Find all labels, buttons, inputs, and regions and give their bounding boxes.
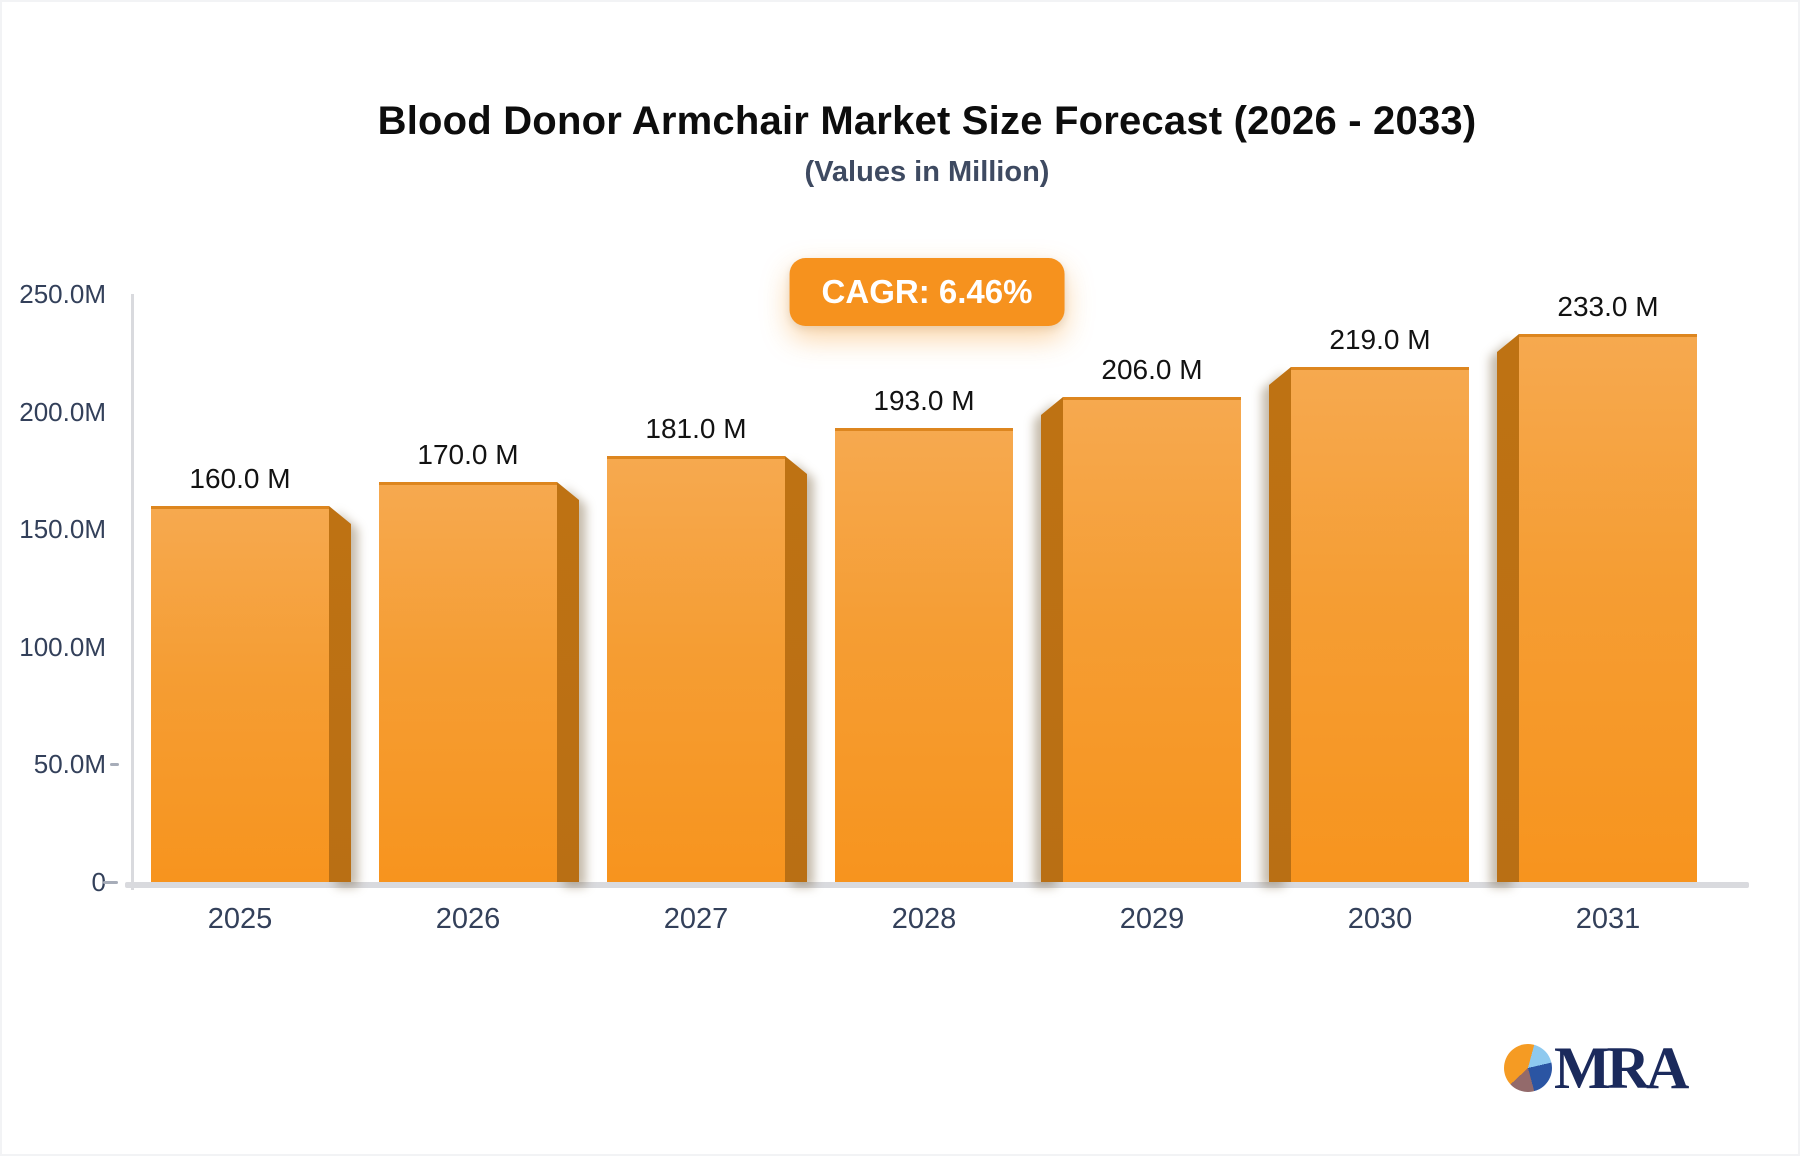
chart-header: Blood Donor Armchair Market Size Forecas… xyxy=(177,98,1677,187)
x-axis-label: 2028 xyxy=(891,903,957,935)
bar-side-face xyxy=(1269,367,1291,882)
x-axis-label: 2030 xyxy=(1347,903,1413,935)
bar-side-panel xyxy=(785,456,807,882)
bar-value-label: 170.0 M xyxy=(417,439,519,470)
bar[interactable] xyxy=(1291,367,1469,882)
bar[interactable] xyxy=(1063,397,1241,882)
logo-text: MRA xyxy=(1554,1035,1689,1101)
x-axis-line xyxy=(125,882,1749,888)
pie-chart-icon xyxy=(1504,1044,1552,1092)
bar-value-label: 160.0 M xyxy=(189,463,291,494)
page-subtitle: (Values in Million) xyxy=(804,156,1050,188)
bar[interactable] xyxy=(151,506,329,882)
x-axis-label: 2029 xyxy=(1119,903,1185,935)
y-axis-label: 250.0M xyxy=(19,279,106,309)
bar-side-panel xyxy=(1041,397,1063,882)
x-axis-label: 2026 xyxy=(435,903,501,935)
page-title: Blood Donor Armchair Market Size Forecas… xyxy=(377,99,1477,143)
y-axis-label: 0 xyxy=(91,867,106,897)
cagr-badge: CAGR: 6.46% xyxy=(789,258,1065,326)
x-axis-label: 2027 xyxy=(663,903,729,935)
y-axis-label: 50.0M xyxy=(33,749,106,780)
bar-side-panel xyxy=(1497,334,1519,882)
bar-value-label: 206.0 M xyxy=(1101,354,1203,385)
y-axis-tick xyxy=(103,881,118,884)
bar-side-face xyxy=(557,482,579,882)
bar[interactable] xyxy=(379,482,557,882)
bar-value-label: 219.0 M xyxy=(1329,324,1431,355)
x-axis-label: 2025 xyxy=(207,903,273,935)
bar-side-face xyxy=(1497,334,1519,882)
y-axis-label: 100.0M xyxy=(19,631,106,662)
logo: MRA xyxy=(1504,1035,1689,1101)
x-axis-label: 2031 xyxy=(1575,903,1641,935)
bar-side-face xyxy=(785,456,807,882)
bar[interactable] xyxy=(1519,334,1697,882)
bar-side-face xyxy=(1041,397,1063,882)
bar-value-label: 181.0 M xyxy=(645,413,747,444)
bar-side-face xyxy=(329,506,351,882)
y-axis-line xyxy=(131,294,134,890)
y-axis-label: 150.0M xyxy=(19,514,106,545)
bar-side-panel xyxy=(557,482,579,882)
y-axis-tick xyxy=(110,763,119,767)
bar-side-panel xyxy=(1269,367,1291,882)
bar-value-label: 193.0 M xyxy=(873,385,975,416)
bar-side-panel xyxy=(329,506,351,882)
bar-value-label: 233.0 M xyxy=(1557,291,1659,322)
bar[interactable] xyxy=(607,456,785,882)
bar[interactable] xyxy=(835,428,1013,882)
y-axis-label: 200.0M xyxy=(19,396,106,427)
